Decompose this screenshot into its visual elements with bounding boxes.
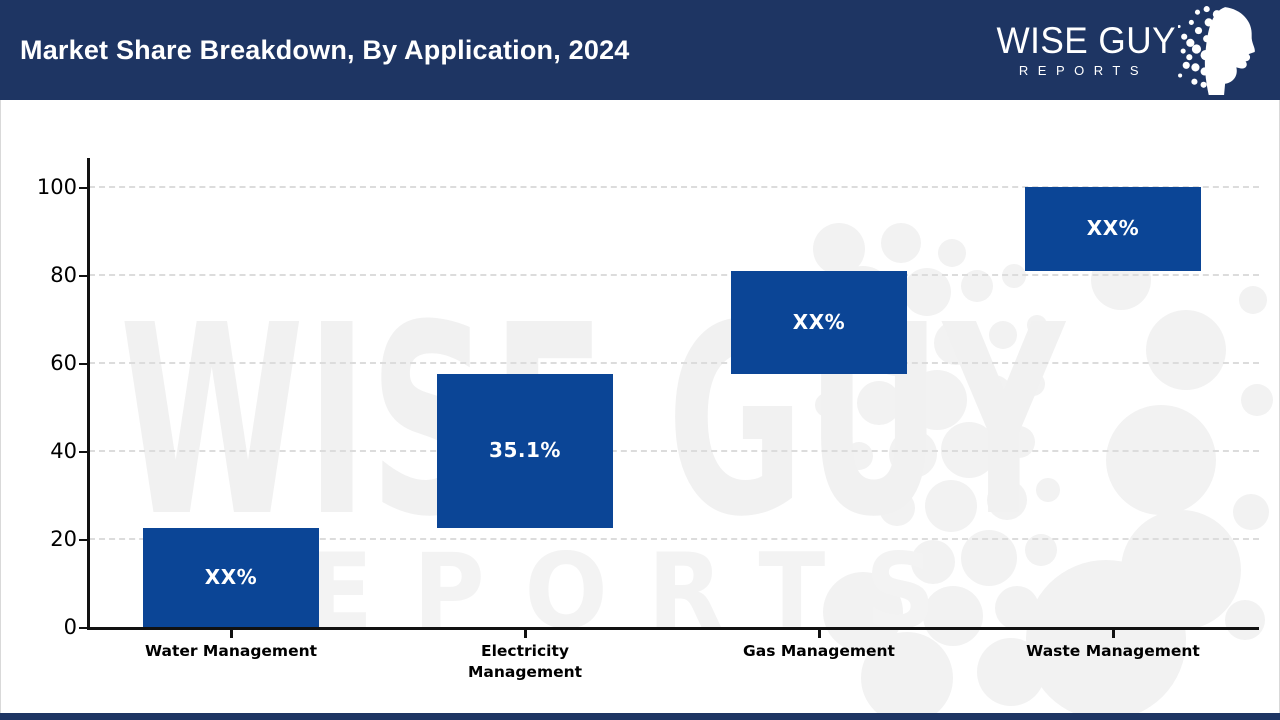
bar-value-label: 35.1% bbox=[489, 438, 561, 463]
logo-tagline: REPORTS bbox=[1018, 63, 1149, 78]
y-tick-label-0: 0 bbox=[63, 615, 77, 639]
footer-bar bbox=[0, 713, 1280, 720]
y-tick-40 bbox=[79, 450, 87, 453]
gridline-y100 bbox=[89, 186, 1259, 188]
y-tick-label-100: 100 bbox=[36, 175, 77, 199]
bar-electricity-management bbox=[437, 374, 613, 529]
gridline-y60 bbox=[89, 362, 1259, 364]
header: Market Share Breakdown, By Application, … bbox=[0, 0, 1280, 100]
bar-gas-management bbox=[731, 271, 907, 374]
bar-value-label: XX% bbox=[792, 309, 846, 334]
x-axis bbox=[87, 627, 1259, 630]
page-title: Market Share Breakdown, By Application, … bbox=[20, 34, 630, 65]
gridline-y80 bbox=[89, 274, 1259, 276]
gridline-y40 bbox=[89, 450, 1259, 452]
y-tick-100 bbox=[79, 186, 87, 189]
x-tick-3 bbox=[1112, 629, 1115, 638]
y-tick-label-40: 40 bbox=[50, 439, 77, 463]
x-category-label: Waste Management bbox=[1026, 642, 1200, 660]
bar-value-label: XX% bbox=[204, 564, 258, 589]
logo-text: WISE GUY REPORTS bbox=[987, 22, 1176, 78]
x-tick-0 bbox=[230, 629, 233, 638]
x-category-label: Electricity Management bbox=[467, 642, 583, 681]
y-tick-0 bbox=[79, 626, 87, 629]
chart-area: WISE GUY REPORTS 0 20 40 60 80 100 XX% Water Ma… bbox=[0, 100, 1280, 713]
gridline-y20 bbox=[89, 538, 1259, 540]
y-tick-80 bbox=[79, 274, 87, 277]
y-tick-60 bbox=[79, 362, 87, 365]
y-tick-label-60: 60 bbox=[50, 351, 77, 375]
x-category-label: Gas Management bbox=[743, 642, 895, 660]
bar-value-label: XX% bbox=[1086, 216, 1140, 241]
y-tick-label-20: 20 bbox=[50, 527, 77, 551]
bar-waste-management bbox=[1025, 187, 1201, 272]
bar-water-management bbox=[143, 528, 319, 627]
y-axis bbox=[87, 158, 90, 629]
x-tick-1 bbox=[524, 629, 527, 638]
x-category-label: Water Management bbox=[144, 642, 318, 660]
logo-head-icon bbox=[1178, 6, 1255, 95]
y-tick-20 bbox=[79, 538, 87, 541]
brand-logo: WISE GUY REPORTS bbox=[987, 4, 1264, 96]
x-tick-2 bbox=[818, 629, 821, 638]
y-tick-label-80: 80 bbox=[50, 263, 77, 287]
logo-wordmark: WISE GUY bbox=[996, 20, 1176, 61]
